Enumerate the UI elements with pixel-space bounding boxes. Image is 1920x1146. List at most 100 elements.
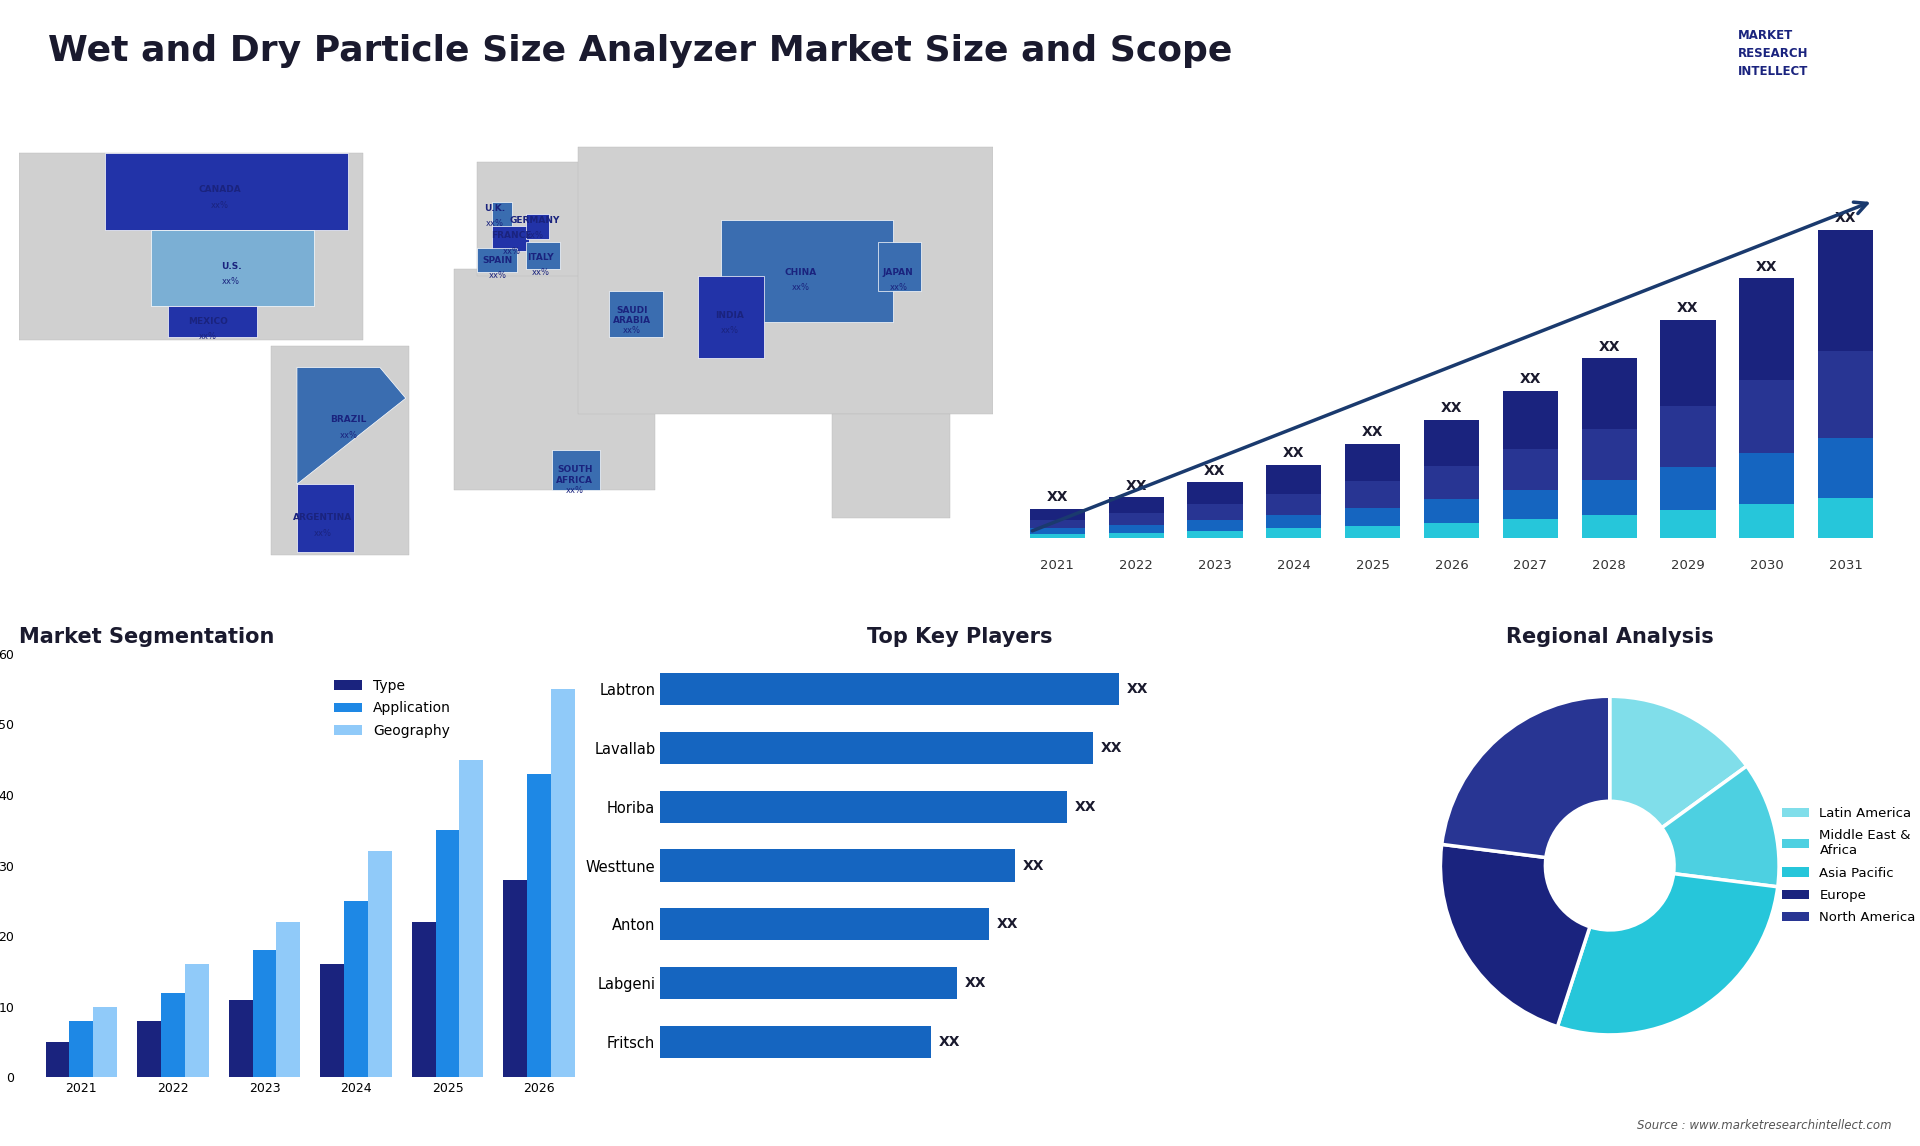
Text: XX: XX: [1361, 425, 1384, 439]
Polygon shape: [833, 414, 950, 518]
Bar: [528, 774, 551, 1077]
Polygon shape: [478, 162, 620, 275]
Bar: [1425, 500, 1478, 523]
Bar: [1346, 444, 1400, 481]
Text: xx%: xx%: [622, 327, 641, 336]
Polygon shape: [271, 346, 409, 555]
Bar: [1503, 490, 1557, 519]
Text: xx%: xx%: [526, 231, 543, 241]
Text: xx%: xx%: [200, 332, 217, 342]
Bar: [1029, 534, 1085, 537]
Text: INDIA: INDIA: [714, 311, 743, 320]
Text: 2029: 2029: [1670, 558, 1705, 572]
Text: XX: XX: [1440, 401, 1463, 415]
Text: 2027: 2027: [1513, 558, 1548, 572]
Text: Source : www.marketresearchintellect.com: Source : www.marketresearchintellect.com: [1636, 1120, 1891, 1132]
Bar: [321, 965, 344, 1077]
Bar: [369, 851, 392, 1077]
Text: XX: XX: [966, 976, 987, 990]
Bar: [1582, 515, 1636, 537]
Polygon shape: [526, 214, 549, 238]
Polygon shape: [492, 227, 528, 251]
Text: xx%: xx%: [211, 201, 228, 210]
Text: 2024: 2024: [1277, 558, 1311, 572]
Text: SAUDI
ARABIA: SAUDI ARABIA: [612, 306, 651, 325]
Text: 2023: 2023: [1198, 558, 1233, 572]
Text: XX: XX: [1283, 446, 1304, 461]
Bar: [1661, 320, 1716, 406]
Bar: [1661, 510, 1716, 537]
Title: Regional Analysis: Regional Analysis: [1505, 627, 1715, 646]
Text: XX: XX: [1204, 463, 1225, 478]
Polygon shape: [526, 242, 561, 269]
Polygon shape: [492, 202, 513, 229]
Text: xx%: xx%: [223, 277, 240, 286]
Polygon shape: [578, 147, 993, 414]
Bar: [1661, 406, 1716, 468]
Bar: [459, 760, 484, 1077]
Bar: [1187, 531, 1242, 537]
Bar: [1108, 513, 1164, 525]
Bar: [1582, 359, 1636, 429]
Bar: [69, 1021, 94, 1077]
Bar: [660, 732, 1092, 764]
Text: SPAIN: SPAIN: [482, 256, 513, 265]
Text: xx%: xx%: [486, 219, 503, 228]
Bar: [660, 673, 1119, 706]
Polygon shape: [478, 248, 516, 273]
Bar: [551, 689, 574, 1077]
Text: XX: XX: [996, 917, 1018, 932]
Text: XX: XX: [1075, 800, 1096, 814]
Bar: [1425, 523, 1478, 537]
Bar: [413, 923, 436, 1077]
Bar: [1108, 497, 1164, 513]
Text: XX: XX: [1125, 479, 1146, 493]
Text: BRAZIL: BRAZIL: [330, 415, 367, 424]
Bar: [1108, 533, 1164, 537]
Bar: [1265, 528, 1321, 537]
Bar: [184, 965, 209, 1077]
Text: MEXICO: MEXICO: [188, 317, 228, 327]
Text: XX: XX: [939, 1035, 960, 1049]
Polygon shape: [697, 275, 764, 359]
Text: FRANCE: FRANCE: [492, 231, 532, 241]
Bar: [94, 1006, 117, 1077]
Bar: [1425, 419, 1478, 466]
Text: xx%: xx%: [791, 283, 810, 292]
Bar: [46, 1042, 69, 1077]
Bar: [161, 992, 184, 1077]
Bar: [1582, 429, 1636, 480]
Bar: [1503, 391, 1557, 448]
Text: 2026: 2026: [1434, 558, 1469, 572]
Bar: [1108, 525, 1164, 533]
Text: xx%: xx%: [566, 486, 584, 495]
Text: 2025: 2025: [1356, 558, 1390, 572]
Text: 2030: 2030: [1749, 558, 1784, 572]
Wedge shape: [1440, 845, 1590, 1027]
Wedge shape: [1557, 873, 1778, 1035]
Bar: [1818, 352, 1874, 438]
Bar: [1503, 448, 1557, 490]
Bar: [660, 849, 1016, 881]
Wedge shape: [1609, 697, 1747, 827]
Polygon shape: [877, 242, 922, 291]
Bar: [1818, 438, 1874, 499]
Text: GERMANY: GERMANY: [509, 215, 561, 225]
Text: U.K.: U.K.: [484, 204, 505, 212]
Text: Market Segmentation: Market Segmentation: [19, 627, 275, 646]
Polygon shape: [152, 229, 315, 306]
Polygon shape: [106, 152, 349, 229]
Polygon shape: [609, 291, 664, 337]
Text: XX: XX: [1757, 260, 1778, 274]
Polygon shape: [169, 306, 257, 337]
Text: U.S.: U.S.: [221, 261, 242, 270]
Bar: [136, 1021, 161, 1077]
Text: CANADA: CANADA: [198, 186, 242, 194]
Polygon shape: [298, 484, 353, 551]
Bar: [1818, 230, 1874, 352]
Text: xx%: xx%: [488, 272, 507, 280]
Bar: [660, 791, 1068, 823]
Text: 2031: 2031: [1828, 558, 1862, 572]
Polygon shape: [455, 269, 655, 490]
Wedge shape: [1663, 766, 1780, 887]
